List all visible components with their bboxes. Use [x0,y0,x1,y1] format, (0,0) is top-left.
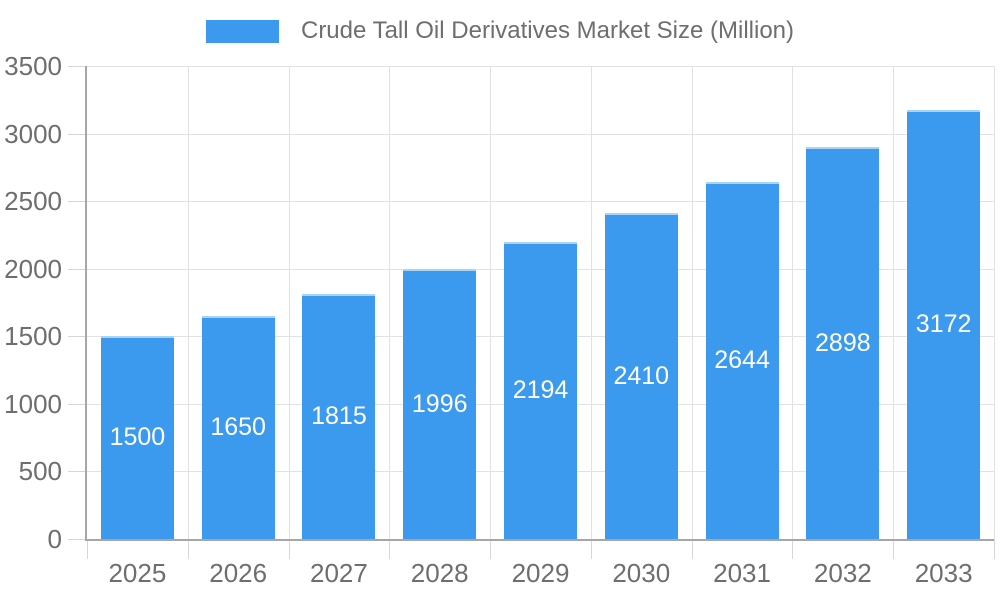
gridline-vertical [590,66,592,539]
bar-value-label: 2194 [512,376,569,405]
x-axis-tick-label: 2033 [914,558,973,588]
gridline-vertical [792,66,794,539]
legend-label: Crude Tall Oil Derivatives Market Size (… [300,17,795,44]
x-axis-tick [187,539,189,559]
y-axis-tick [68,471,87,473]
x-axis-tick [893,539,895,559]
x-axis-tick-label: 2030 [612,558,671,588]
x-axis-tick [288,539,290,559]
y-axis-tick-label: 500 [18,456,62,487]
bar-value-label: 3172 [915,310,972,339]
bar-value-label: 2898 [815,328,871,357]
gridline-horizontal [87,201,994,203]
gridline-vertical [691,66,693,539]
x-axis-tick-label: 2025 [108,558,167,588]
legend-swatch-icon [205,19,279,43]
y-axis-tick [68,268,87,270]
x-axis-tick [691,539,693,559]
bar-value-label: 1996 [411,389,468,418]
x-axis-tick [792,539,794,559]
bar-2029[interactable] [504,242,577,539]
gridline-horizontal [87,66,994,67]
x-axis-tick [590,539,592,559]
y-axis-tick-label: 3000 [4,118,62,149]
x-axis-tick-label: 2028 [410,558,469,588]
x-axis-tick [87,539,88,559]
bar-value-label: 1650 [210,413,266,441]
x-axis-tick-label: 2029 [511,558,570,588]
bar-2031[interactable] [705,181,779,539]
gridline-horizontal [87,133,994,135]
y-axis-tick [68,133,87,135]
x-axis-tick-label: 2027 [310,558,368,588]
bar-2032[interactable] [806,147,880,539]
bar-2027[interactable] [302,293,376,539]
x-axis-tick-label: 2026 [209,558,268,588]
bar-value-label: 1815 [311,401,367,430]
y-axis-tick-label: 0 [47,524,62,554]
y-axis-tick [68,201,87,203]
y-axis-line [85,66,87,541]
bar-2026[interactable] [201,316,275,539]
bar-2025[interactable] [100,336,174,539]
x-axis-tick-label: 2032 [813,558,872,588]
gridline-vertical [288,66,290,539]
y-axis-tick-label: 2000 [4,253,62,284]
y-axis-tick [68,336,87,338]
legend[interactable]: Crude Tall Oil Derivatives Market Size (… [0,17,1000,45]
bar-2030[interactable] [604,213,678,539]
x-axis-tick [490,539,492,559]
gridline-vertical [994,66,995,539]
gridline-vertical [490,66,492,539]
y-axis-tick-label: 3500 [4,51,62,81]
x-axis-line [87,539,994,541]
y-axis-tick [68,539,87,540]
bar-2028[interactable] [403,269,477,539]
y-axis-tick-label: 1500 [4,321,62,352]
y-axis-tick-label: 2500 [4,186,62,217]
bar-value-label: 2644 [714,345,770,374]
gridline-vertical [187,66,189,539]
y-axis-tick-label: 1000 [4,388,62,419]
bar-value-label: 1500 [109,423,166,452]
x-axis-tick [994,539,995,559]
bar-2033[interactable] [907,110,981,539]
bar-value-label: 2410 [613,361,670,390]
gridline-vertical [389,66,391,539]
y-axis-tick [68,403,87,405]
y-axis-tick [68,66,87,67]
gridline-vertical [893,66,895,539]
x-axis-tick-label: 2031 [713,558,771,588]
x-axis-tick [389,539,391,559]
